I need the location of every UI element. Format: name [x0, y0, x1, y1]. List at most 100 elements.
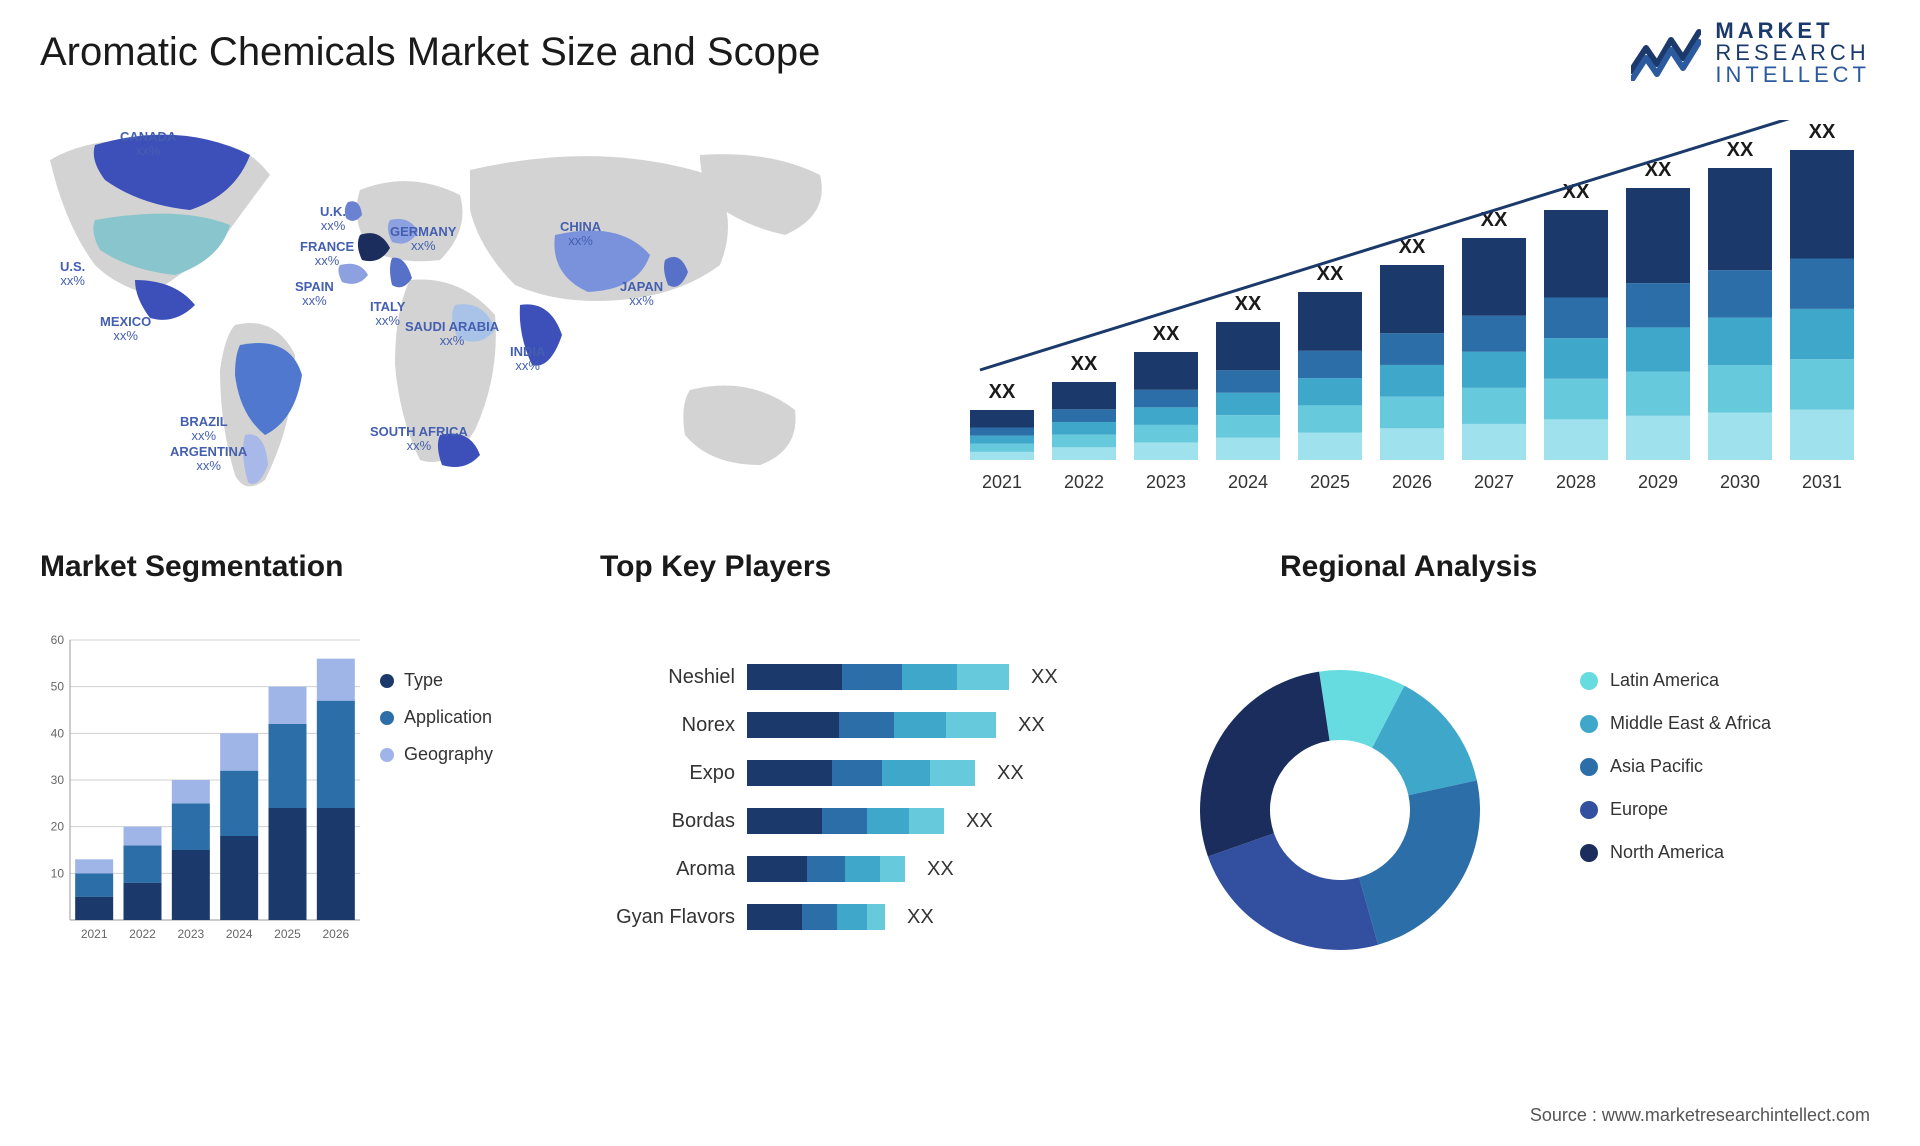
players-list: NeshielXXNorexXXExpoXXBordasXXAromaXXGya… [600, 660, 1058, 934]
world-map [40, 120, 900, 510]
legend-label: Application [404, 707, 492, 728]
svg-text:2031: 2031 [1802, 472, 1842, 492]
player-bar [747, 856, 905, 882]
brand-logo: MARKET RESEARCH INTELLECT [1631, 20, 1870, 86]
svg-text:XX: XX [989, 381, 1016, 403]
player-bar-segment [839, 712, 894, 738]
player-row: Aroma XX [600, 852, 1058, 886]
player-bar [747, 808, 944, 834]
map-label: U.K.xx% [320, 205, 346, 234]
regional-legend-item: Europe [1580, 799, 1771, 820]
player-bar-segment [880, 856, 905, 882]
segmentation-legend-item: Geography [380, 744, 493, 765]
svg-text:2021: 2021 [81, 927, 108, 941]
legend-label: Latin America [1610, 670, 1719, 691]
logo-line2: RESEARCH [1715, 42, 1870, 64]
svg-text:XX: XX [1317, 263, 1344, 285]
logo-line3: INTELLECT [1715, 64, 1870, 86]
player-value-label: XX [997, 762, 1024, 785]
svg-text:20: 20 [51, 820, 65, 834]
player-bar-segment [867, 904, 885, 930]
player-bar-segment [747, 904, 802, 930]
player-bar-segment [894, 712, 946, 738]
legend-dot-icon [1580, 715, 1598, 733]
svg-text:XX: XX [1727, 139, 1754, 161]
map-label: JAPANxx% [620, 280, 663, 309]
key-players-panel: Top Key Players NeshielXXNorexXXExpoXXBo… [600, 600, 1140, 980]
map-label: SPAINxx% [295, 280, 334, 309]
player-row: BordasXX [600, 804, 1058, 838]
segmentation-legend-item: Application [380, 707, 493, 728]
player-bar-segment [807, 856, 845, 882]
player-bar-segment [882, 760, 930, 786]
legend-dot-icon [1580, 844, 1598, 862]
player-name: Gyan Flavors [600, 906, 735, 929]
player-row: NeshielXX [600, 660, 1058, 694]
source-label: Source : www.marketresearchintellect.com [1530, 1105, 1870, 1126]
player-name: Aroma [600, 858, 735, 881]
svg-text:XX: XX [1153, 323, 1180, 345]
player-value-label: XX [1018, 714, 1045, 737]
svg-text:2028: 2028 [1556, 472, 1596, 492]
player-value-label: XX [927, 858, 954, 881]
regional-legend: Latin America Middle East & Africa Asia Pa… [1580, 670, 1771, 863]
player-bar-segment [867, 808, 909, 834]
legend-label: Asia Pacific [1610, 756, 1703, 777]
player-value-label: XX [966, 810, 993, 833]
player-row: Norex XX [600, 708, 1058, 742]
map-label: BRAZILxx% [180, 415, 228, 444]
player-bar-segment [930, 760, 975, 786]
svg-text:50: 50 [51, 680, 65, 694]
legend-label: Type [404, 670, 443, 691]
player-bar-segment [902, 664, 957, 690]
world-map-panel: CANADAxx%U.S.xx%MEXICOxx%BRAZILxx%ARGENT… [40, 120, 900, 510]
growth-bar-chart: XX2021XX2022XX2023XX2024XX2025XX2026XX20… [960, 120, 1870, 510]
segmentation-chart: 102030405060202120222023202420252026 [40, 635, 370, 955]
svg-text:2029: 2029 [1638, 472, 1678, 492]
regional-legend-item: Asia Pacific [1580, 756, 1771, 777]
legend-dot-icon [380, 674, 394, 688]
player-bar-segment [957, 664, 1009, 690]
player-bar [747, 712, 996, 738]
player-value-label: XX [907, 906, 934, 929]
regional-donut [1180, 660, 1500, 960]
svg-text:40: 40 [51, 726, 65, 740]
page-title: Aromatic Chemicals Market Size and Scope [40, 30, 820, 75]
regional-panel: Regional Analysis Latin AmericaMiddle Ea… [1180, 600, 1880, 980]
player-name: Norex [600, 714, 735, 737]
legend-dot-icon [380, 748, 394, 762]
player-bar [747, 904, 885, 930]
players-title: Top Key Players [600, 550, 831, 584]
regional-title: Regional Analysis [1280, 550, 1537, 584]
player-bar-segment [747, 856, 807, 882]
segmentation-legend-item: Type [380, 670, 493, 691]
regional-legend-item: North America [1580, 842, 1771, 863]
map-label: CANADAxx% [120, 130, 176, 159]
regional-legend-item: Middle East & Africa [1580, 713, 1771, 734]
svg-text:XX: XX [1235, 293, 1262, 315]
player-value-label: XX [1031, 666, 1058, 689]
svg-text:30: 30 [51, 773, 65, 787]
svg-text:2024: 2024 [1228, 472, 1268, 492]
legend-dot-icon [1580, 758, 1598, 776]
map-label: GERMANYxx% [390, 225, 456, 254]
svg-text:2024: 2024 [226, 927, 253, 941]
segmentation-legend: Type Application Geography [380, 670, 493, 765]
legend-label: Geography [404, 744, 493, 765]
regional-legend-item: Latin America [1580, 670, 1771, 691]
map-label: MEXICOxx% [100, 315, 151, 344]
svg-text:2023: 2023 [177, 927, 204, 941]
svg-text:2026: 2026 [1392, 472, 1432, 492]
svg-text:2022: 2022 [129, 927, 156, 941]
player-bar-segment [946, 712, 996, 738]
map-label: U.S.xx% [60, 260, 85, 289]
legend-dot-icon [1580, 801, 1598, 819]
legend-label: Middle East & Africa [1610, 713, 1771, 734]
logo-icon [1631, 26, 1701, 81]
map-label: FRANCExx% [300, 240, 354, 269]
svg-text:2025: 2025 [1310, 472, 1350, 492]
svg-text:2023: 2023 [1146, 472, 1186, 492]
player-bar [747, 664, 1009, 690]
map-label: ITALYxx% [370, 300, 405, 329]
player-bar-segment [802, 904, 837, 930]
